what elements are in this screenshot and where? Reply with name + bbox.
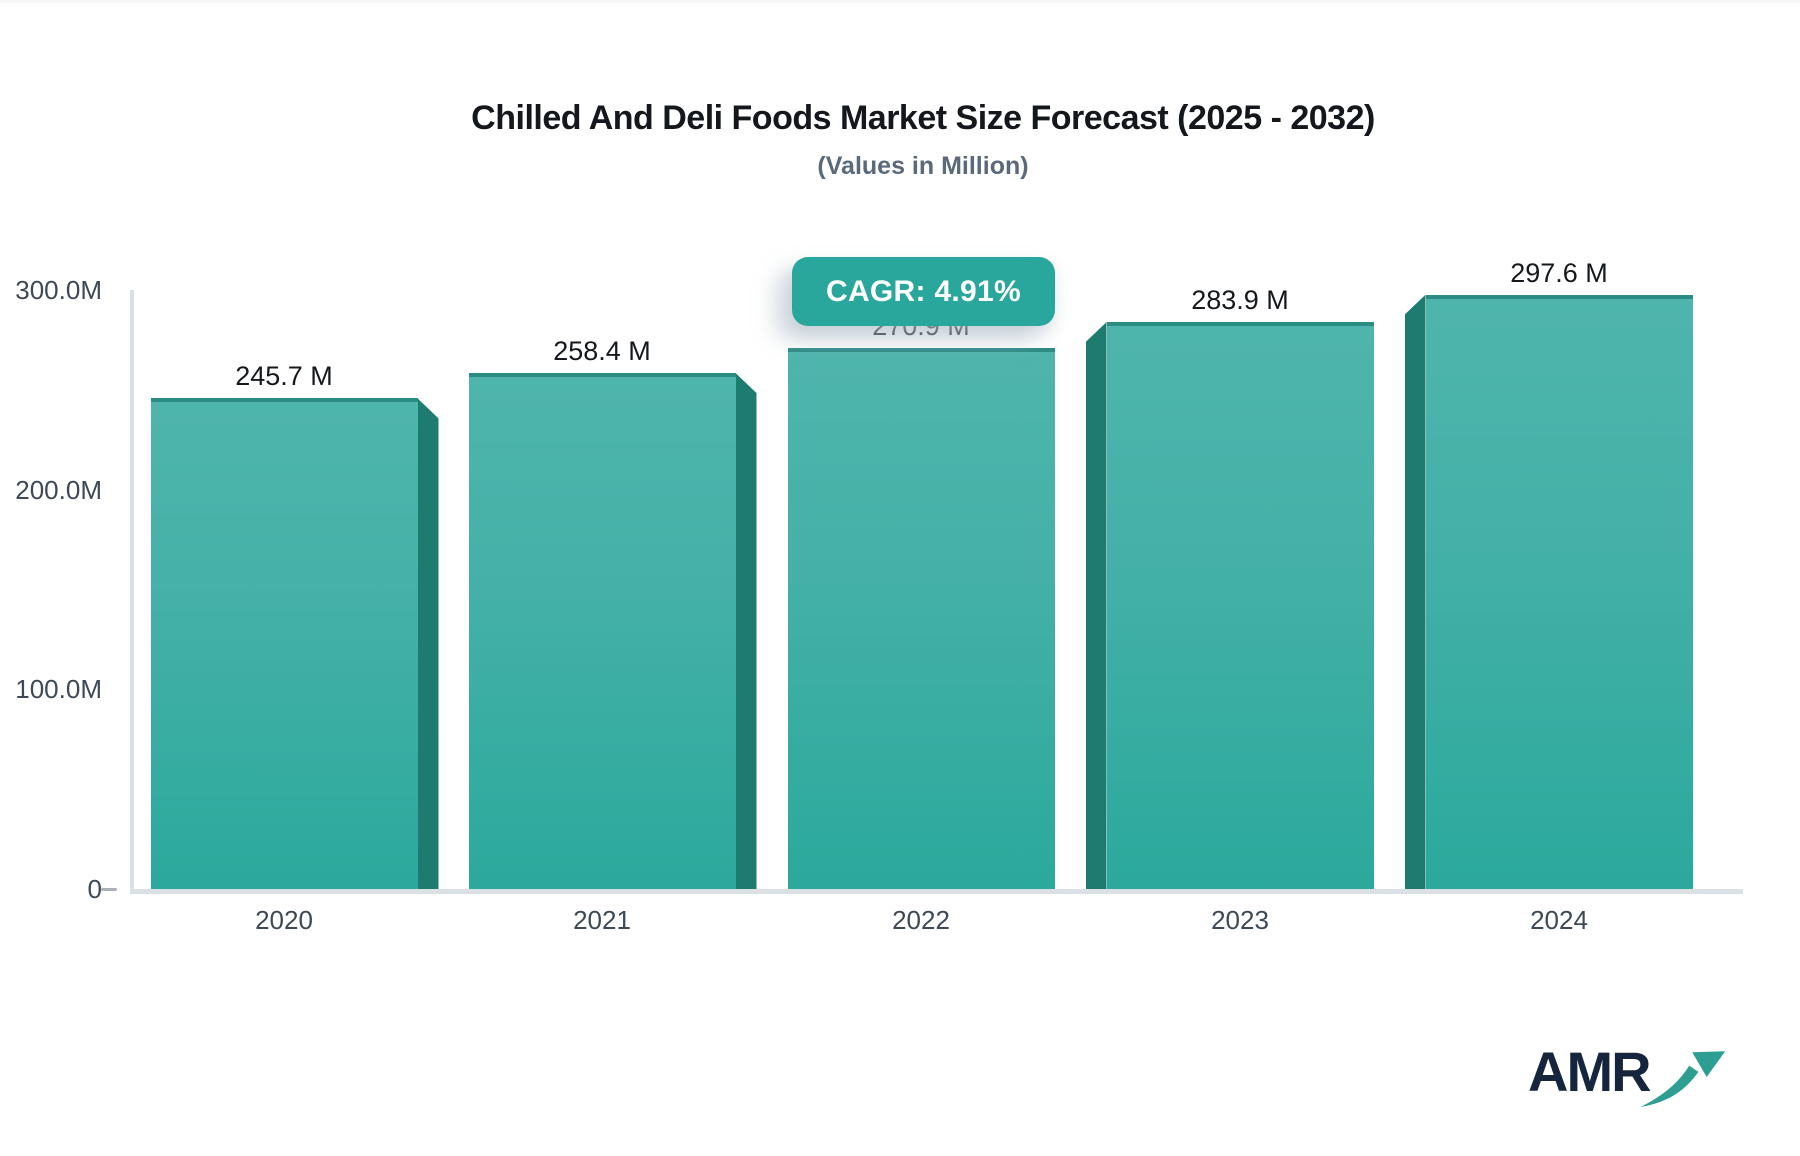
bar-2023 [1106,322,1374,889]
bar-value-label-2023: 283.9 M [1191,285,1289,316]
y-tick-label: 0 [87,874,102,904]
chart-subtitle: (Values in Million) [817,152,1029,180]
x-axis-line [130,889,1743,894]
cagr-badge: CAGR: 4.91% [792,257,1055,326]
brand-logo-text: AMR [1528,1040,1652,1103]
x-tick-label-2020: 2020 [255,905,313,935]
brand-logo: AMR [1528,1041,1728,1111]
y-tick-label: 200.0M [15,474,102,505]
bar-side-panel-2024 [1404,294,1426,889]
zero-tick-mark [101,888,117,891]
bar-side-panel-2023 [1085,322,1107,889]
bar-value-label-2024: 297.6 M [1510,257,1608,288]
growth-arrow-icon [1640,1051,1725,1107]
y-tick-label: 100.0M [15,674,102,705]
bar-2021 [468,373,736,889]
bar-top-edge [787,348,1055,353]
bar-2024 [1425,294,1693,889]
bar-top-edge [1106,322,1374,327]
bar-top-edge [468,373,736,378]
x-tick-label-2023: 2023 [1211,905,1269,935]
bar-2022 [787,348,1055,889]
bar-2020 [150,398,418,889]
y-tick-label: 300.0M [15,275,102,305]
x-tick-label-2024: 2024 [1530,905,1588,935]
bar-top-edge [150,398,418,403]
bar-value-label-2020: 245.7 M [235,361,333,392]
x-tick-label-2021: 2021 [573,905,631,935]
x-tick-label-2022: 2022 [892,905,950,935]
chart-header: Chilled And Deli Foods Market Size Forec… [0,99,1800,181]
bar-value-label-2021: 258.4 M [553,336,651,367]
chart-title: Chilled And Deli Foods Market Size Forec… [471,99,1375,137]
bar-side-panel-2020 [417,398,439,889]
bar-side-panel-2021 [735,373,757,889]
y-axis-line [130,290,134,893]
bar-top-edge [1425,294,1693,299]
